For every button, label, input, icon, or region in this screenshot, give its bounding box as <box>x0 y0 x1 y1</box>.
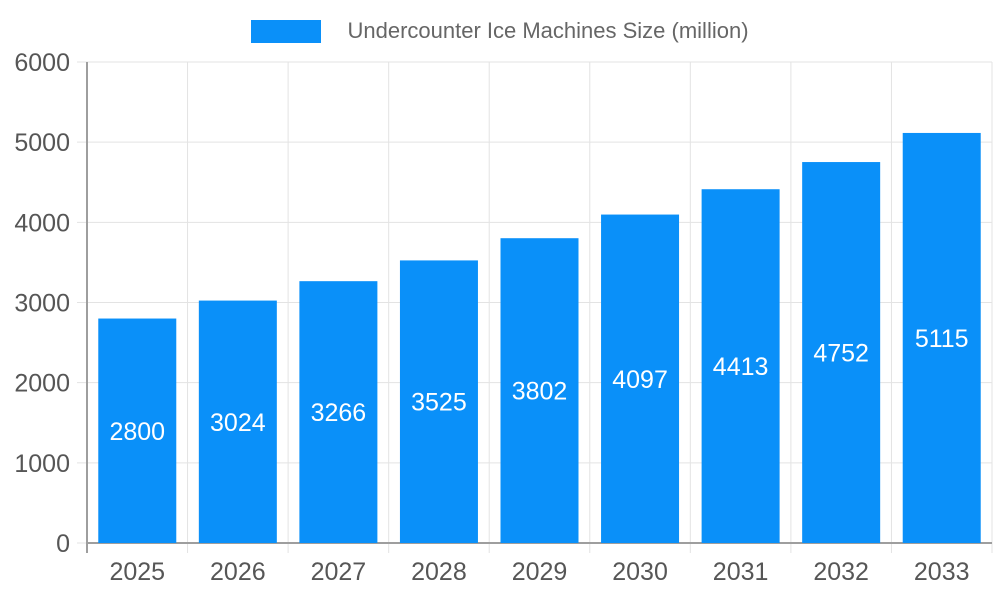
x-tick-label: 2027 <box>311 558 367 586</box>
bar[interactable] <box>902 132 981 543</box>
x-tick-label: 2031 <box>713 558 769 586</box>
bar[interactable] <box>601 214 680 543</box>
legend-swatch <box>251 19 322 43</box>
chart-legend[interactable]: Undercounter Ice Machines Size (million) <box>0 17 1000 45</box>
x-tick-label: 2029 <box>512 558 568 586</box>
bar-value-label: 4413 <box>713 353 769 381</box>
bar-value-label: 2800 <box>109 418 165 446</box>
bar-value-label: 3802 <box>512 378 568 406</box>
bar-value-label: 4097 <box>612 366 668 394</box>
x-tick-label: 2032 <box>813 558 869 586</box>
bar-value-label: 3024 <box>210 409 266 437</box>
legend-label: Undercounter Ice Machines Size (million) <box>347 18 749 43</box>
bar[interactable] <box>299 281 378 543</box>
bar-value-label: 3525 <box>411 389 467 417</box>
bar[interactable] <box>802 162 881 543</box>
y-tick-label: 0 <box>56 530 70 558</box>
x-tick-label: 2026 <box>210 558 266 586</box>
x-tick-label: 2028 <box>411 558 467 586</box>
bar-value-label: 4752 <box>813 340 869 368</box>
x-tick-label: 2033 <box>914 558 970 586</box>
y-tick-label: 5000 <box>14 129 70 157</box>
y-tick-label: 3000 <box>14 290 70 318</box>
y-tick-label: 2000 <box>14 370 70 398</box>
bar-value-label: 5115 <box>915 325 969 353</box>
bar[interactable] <box>701 189 780 544</box>
x-tick-label: 2025 <box>109 558 165 586</box>
bar-value-label: 3266 <box>311 399 367 427</box>
bar[interactable] <box>500 238 579 543</box>
y-tick-label: 4000 <box>14 209 70 237</box>
bar[interactable] <box>198 300 277 543</box>
bar[interactable] <box>399 260 478 543</box>
x-tick-label: 2030 <box>612 558 668 586</box>
y-tick-label: 6000 <box>14 49 70 77</box>
bar[interactable] <box>98 318 177 543</box>
y-tick-label: 1000 <box>14 450 70 478</box>
